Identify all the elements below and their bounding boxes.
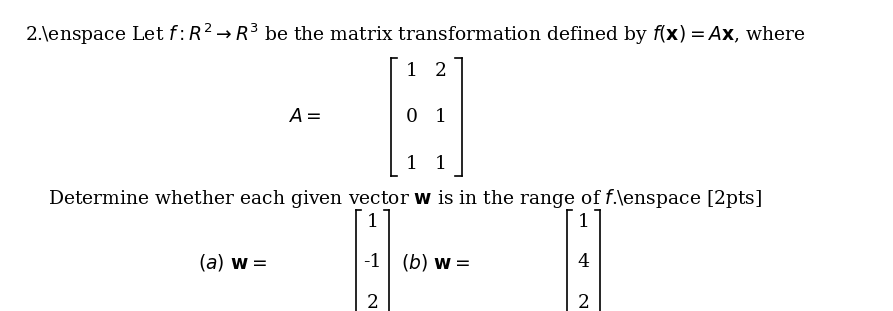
Text: 0: 0 — [405, 108, 417, 126]
Text: 1: 1 — [405, 62, 417, 80]
Text: 1: 1 — [435, 108, 447, 126]
Text: 1: 1 — [577, 212, 589, 230]
Text: 2: 2 — [435, 62, 447, 80]
Text: 2: 2 — [577, 294, 589, 311]
Text: 1: 1 — [435, 155, 447, 173]
Text: 1: 1 — [405, 155, 417, 173]
Text: 4: 4 — [577, 253, 589, 271]
Text: $(a)$ $\mathbf{w} = $: $(a)$ $\mathbf{w} = $ — [198, 252, 267, 272]
Text: $A = $: $A = $ — [288, 108, 321, 126]
Text: 2: 2 — [366, 294, 379, 311]
Text: $(b)$ $\mathbf{w} = $: $(b)$ $\mathbf{w} = $ — [401, 252, 470, 272]
Text: 2.\enspace Let $f : R^2 \rightarrow R^3$ be the matrix transformation defined by: 2.\enspace Let $f : R^2 \rightarrow R^3$… — [25, 22, 805, 47]
Text: -1: -1 — [363, 253, 381, 271]
Text: 1: 1 — [366, 212, 379, 230]
Text: Determine whether each given vector $\mathbf{w}$ is in the range of $f$.\enspace: Determine whether each given vector $\ma… — [48, 187, 763, 210]
